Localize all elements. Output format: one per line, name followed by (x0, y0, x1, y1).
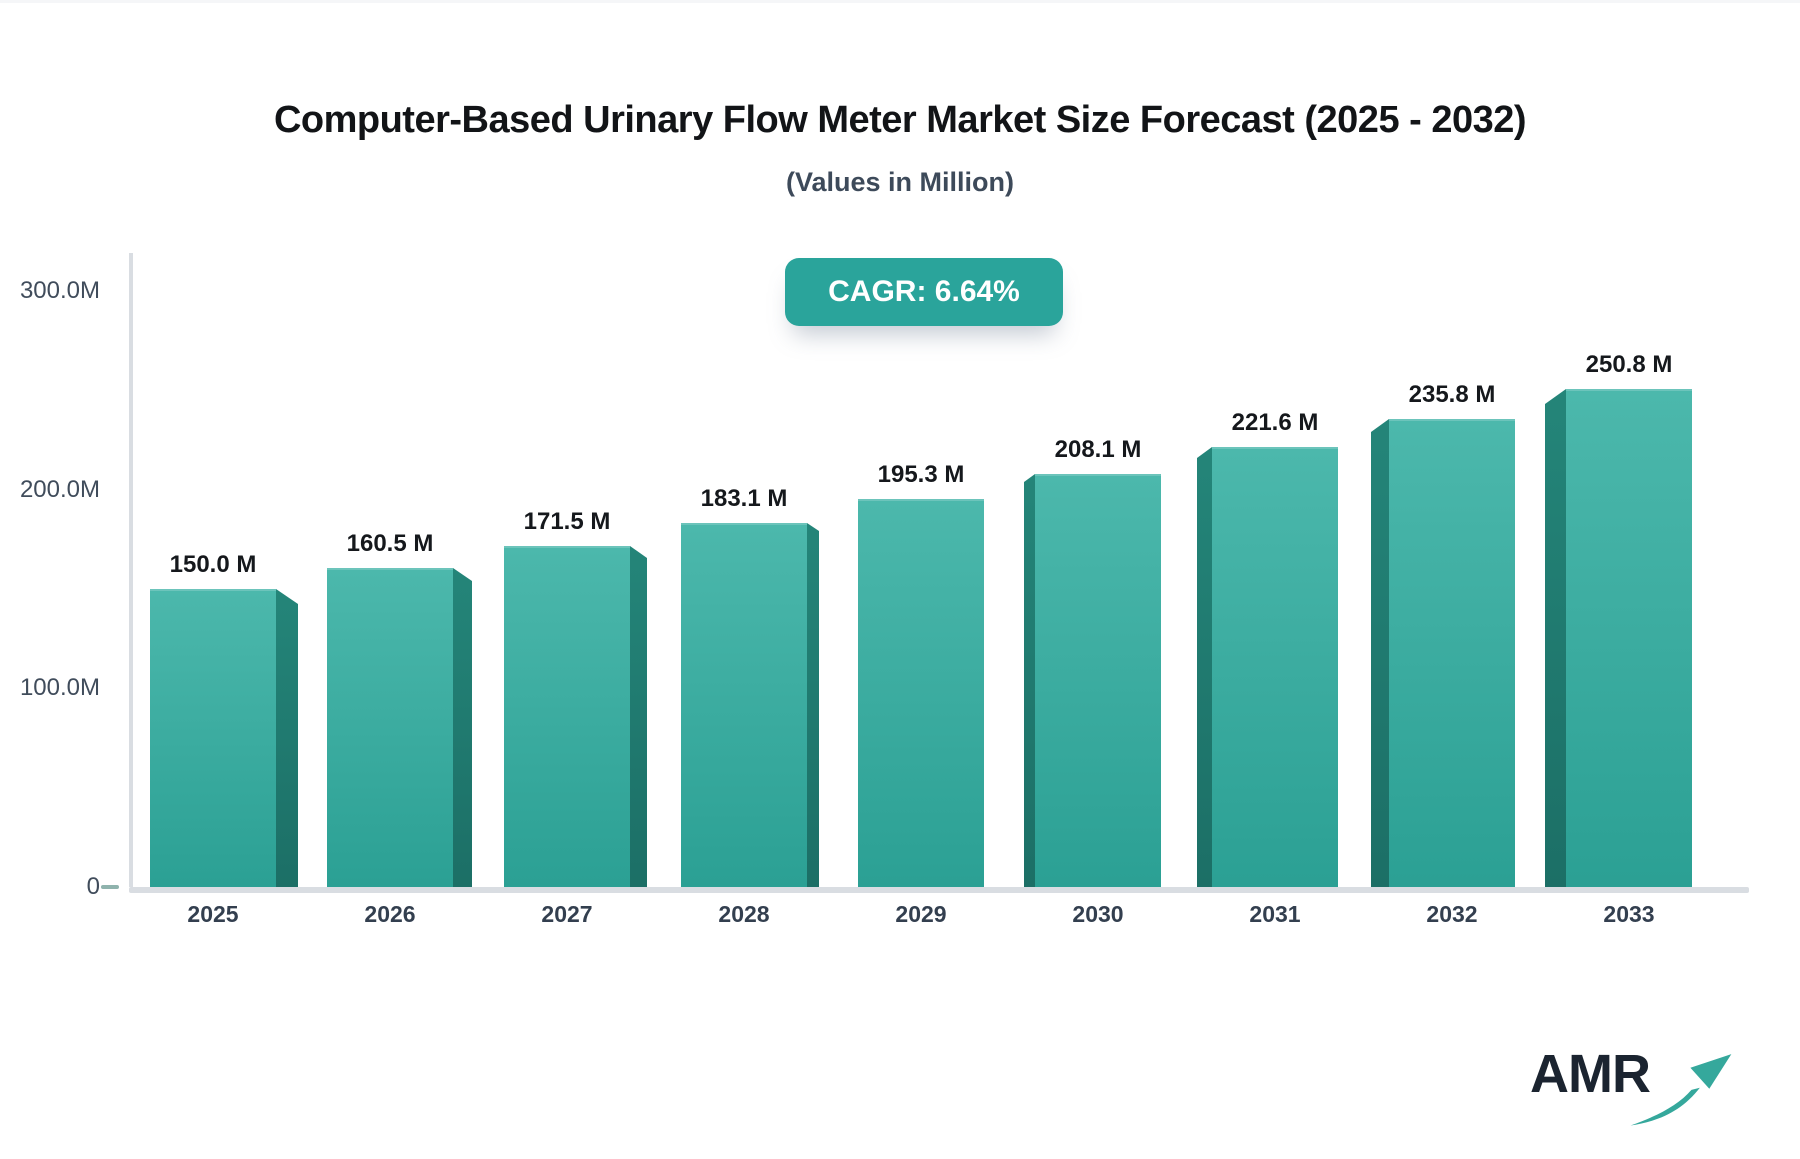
chart-title: Computer-Based Urinary Flow Meter Market… (273, 99, 1527, 141)
bar-2033 (1566, 389, 1692, 887)
x-tick-label-2026: 2026 (364, 901, 416, 927)
x-tick-label-2028: 2028 (718, 901, 770, 927)
bar-2030 (1035, 474, 1161, 887)
bar-value-label: 195.3 M (877, 461, 965, 488)
cagr-badge: CAGR: 6.64% (785, 258, 1063, 326)
bar-2032 (1389, 419, 1515, 887)
bar-side-face (630, 546, 647, 887)
x-tick-label-2025: 2025 (187, 901, 239, 927)
logo-text: AMR (1530, 1044, 1651, 1104)
chart-subtitle: (Values in Million) (785, 167, 1015, 197)
bar-2026 (327, 568, 453, 887)
bar-side-face (453, 568, 472, 887)
x-axis-baseline (129, 887, 1749, 893)
bar-value-label: 221.6 M (1231, 409, 1319, 436)
bar-side-face (1371, 419, 1389, 887)
bar-value-label: 208.1 M (1054, 436, 1142, 463)
bar-side-face (1197, 447, 1212, 887)
bar-side-face (276, 589, 298, 887)
x-tick-label-2032: 2032 (1426, 901, 1478, 927)
x-tick-label-2029: 2029 (895, 901, 947, 927)
bar-side-face (1024, 474, 1035, 887)
y-tick-label: 0 (86, 873, 100, 900)
x-tick-label-2027: 2027 (541, 901, 593, 927)
y-tick-label: 100.0M (19, 674, 100, 702)
bar-value-label: 235.8 M (1408, 381, 1496, 408)
y-tick-mark (101, 885, 119, 889)
x-tick-label-2031: 2031 (1249, 901, 1301, 927)
x-tick-label-2030: 2030 (1072, 901, 1124, 927)
y-tick-label: 200.0M (19, 475, 100, 503)
bar-value-label: 160.5 M (346, 530, 434, 557)
logo: AMR (1520, 1033, 1740, 1133)
bar-value-label: 250.8 M (1585, 351, 1673, 378)
y-tick-label: 300.0M (19, 277, 100, 304)
bar-value-label: 171.5 M (523, 508, 611, 535)
bar-2028 (681, 523, 807, 887)
x-tick-label-2033: 2033 (1603, 901, 1655, 927)
growth-arrow-icon (1630, 1054, 1732, 1126)
bar-2027 (504, 546, 630, 887)
bar-2031 (1212, 447, 1338, 887)
y-axis-line (129, 253, 133, 887)
bar-2029 (858, 499, 984, 887)
bar-2025 (150, 589, 276, 887)
bar-value-label: 150.0 M (169, 551, 257, 578)
bar-value-label: 183.1 M (700, 485, 788, 512)
bar-side-face (1545, 389, 1566, 887)
bar-side-face (807, 523, 819, 887)
